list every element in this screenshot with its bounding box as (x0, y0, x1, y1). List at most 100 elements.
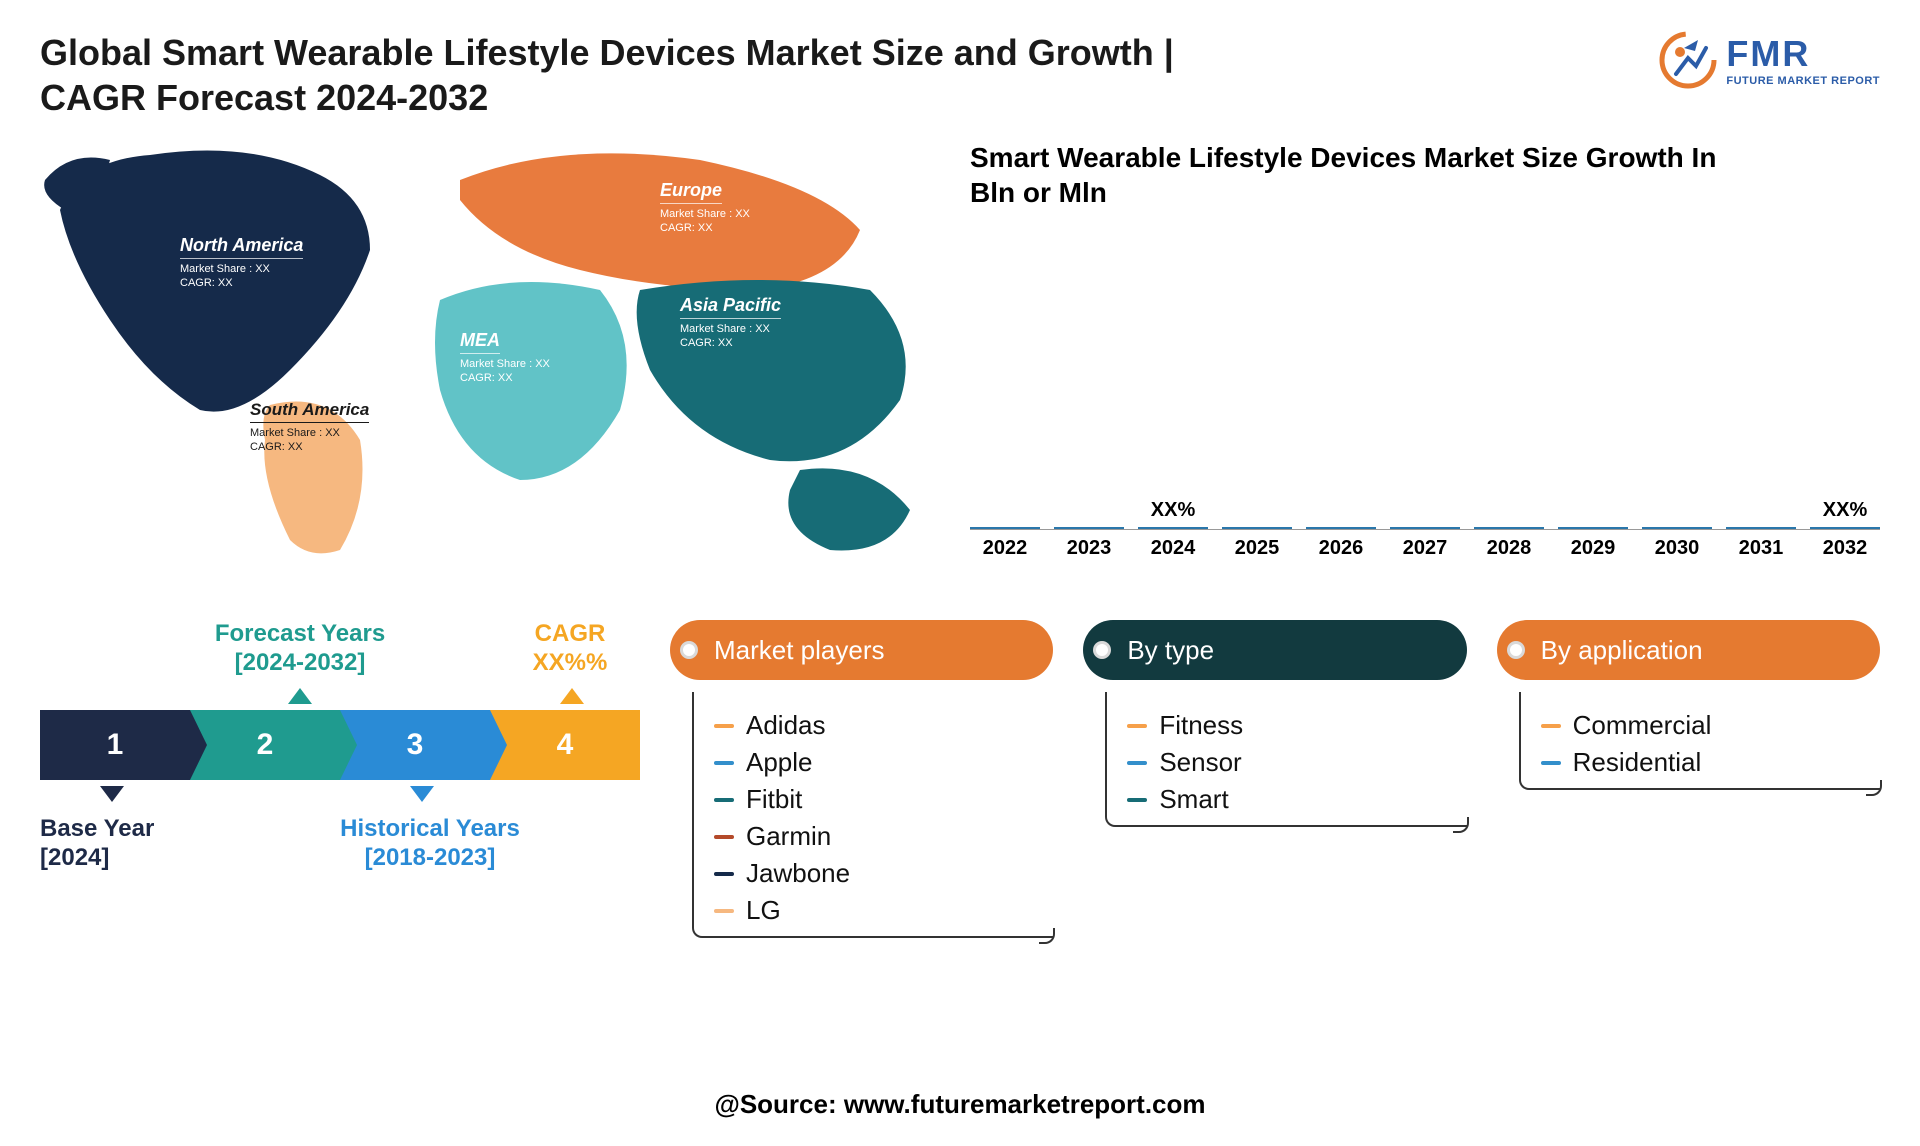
annot-forecast: Forecast Years [2024-2032] (200, 620, 400, 678)
pill-list: Commercial Residential (1519, 692, 1880, 790)
annot-cagr: CAGR XX%% (510, 620, 630, 678)
pill-item-label: Fitness (1159, 710, 1243, 741)
bar-chart: 202220232024XX%2025202620272028202920302… (970, 230, 1880, 530)
logo-text-sub: FUTURE MARKET REPORT (1726, 75, 1880, 87)
tick-icon (714, 835, 734, 839)
bar (1558, 527, 1628, 529)
bar-year-label: 2030 (1655, 537, 1700, 560)
bar-annotation: XX% (1151, 499, 1195, 522)
world-map: North America Market Share : XX CAGR: XX… (40, 140, 940, 560)
tick-icon (1127, 798, 1147, 802)
tick-icon (1541, 724, 1561, 728)
bar (1054, 527, 1124, 529)
growth-chart: Smart Wearable Lifestyle Devices Market … (970, 140, 1880, 560)
pill-title: Market players (714, 635, 885, 666)
pill-item-label: Smart (1159, 784, 1228, 815)
pill-title: By type (1127, 635, 1214, 666)
bar (970, 527, 1040, 529)
page-title: Global Smart Wearable Lifestyle Devices … (40, 30, 1220, 120)
pill-item-label: Residential (1573, 747, 1702, 778)
bar-col: 2022 (970, 527, 1040, 529)
pill-item-label: Sensor (1159, 747, 1241, 778)
pill-header: By type (1083, 620, 1466, 680)
pill-by-application: By application Commercial Residential (1497, 620, 1880, 938)
pill-item: Fitbit (714, 784, 1053, 815)
pill-item-label: Garmin (746, 821, 831, 852)
pill-item-label: Adidas (746, 710, 826, 741)
bar (1306, 527, 1376, 529)
bar-col: 2025 (1222, 527, 1292, 529)
bar-year-label: 2031 (1739, 537, 1784, 560)
arrow-cagr (560, 688, 584, 704)
pill-item: Fitness (1127, 710, 1466, 741)
pill-item-label: Commercial (1573, 710, 1712, 741)
bar (1642, 527, 1712, 529)
pill-list: Fitness Sensor Smart (1105, 692, 1466, 827)
pill-dot-icon (1507, 641, 1525, 659)
pill-header: Market players (670, 620, 1053, 680)
bar-col: 2030 (1642, 527, 1712, 529)
fmr-logo: FMR FUTURE MARKET REPORT (1658, 30, 1880, 90)
chart-title: Smart Wearable Lifestyle Devices Market … (970, 140, 1880, 210)
pill-item: Jawbone (714, 858, 1053, 889)
pill-item: LG (714, 895, 1053, 926)
pill-item: Smart (1127, 784, 1466, 815)
arrow-forecast (288, 688, 312, 704)
tick-icon (714, 761, 734, 765)
bar-year-label: 2029 (1571, 537, 1616, 560)
pill-dot-icon (1093, 641, 1111, 659)
bar-year-label: 2024 (1151, 537, 1196, 560)
pill-item-label: Apple (746, 747, 813, 778)
arrow-historical (410, 786, 434, 802)
bar-col: 2023 (1054, 527, 1124, 529)
pill-list: Adidas Apple Fitbit Garmin Jawbone LG (692, 692, 1053, 938)
pill-item: Adidas (714, 710, 1053, 741)
bar-year-label: 2022 (983, 537, 1028, 560)
bar-col: 2031 (1726, 527, 1796, 529)
timeline-segment: 2 (190, 710, 340, 780)
pill-item: Sensor (1127, 747, 1466, 778)
tick-icon (714, 872, 734, 876)
bar (1390, 527, 1460, 529)
bar-year-label: 2032 (1823, 537, 1868, 560)
timeline: Forecast Years [2024-2032] CAGR XX%% 123… (40, 620, 640, 938)
bar-annotation: XX% (1823, 499, 1867, 522)
bar-year-label: 2026 (1319, 537, 1364, 560)
timeline-segment: 1 (40, 710, 190, 780)
annot-historical: Historical Years [2018-2023] (320, 815, 540, 873)
label-north-america: North America Market Share : XX CAGR: XX (180, 235, 303, 291)
tick-icon (714, 909, 734, 913)
bar (1810, 527, 1880, 529)
label-asia-pacific: Asia Pacific Market Share : XX CAGR: XX (680, 295, 781, 351)
bar-col: 2026 (1306, 527, 1376, 529)
label-mea: MEA Market Share : XX CAGR: XX (460, 330, 550, 386)
label-europe: Europe Market Share : XX CAGR: XX (660, 180, 750, 236)
bar (1726, 527, 1796, 529)
bar-year-label: 2023 (1067, 537, 1112, 560)
bar-year-label: 2028 (1487, 537, 1532, 560)
pill-item-label: Fitbit (746, 784, 802, 815)
pill-market-players: Market players Adidas Apple Fitbit Garmin Jaw… (670, 620, 1053, 938)
top-row: North America Market Share : XX CAGR: XX… (40, 140, 1880, 560)
source-line: @Source: www.futuremarketreport.com (714, 1089, 1205, 1120)
annot-base: Base Year [2024] (40, 815, 200, 873)
bottom-row: Forecast Years [2024-2032] CAGR XX%% 123… (40, 620, 1880, 938)
header: Global Smart Wearable Lifestyle Devices … (40, 30, 1880, 120)
bar (1138, 527, 1208, 529)
arrow-base (100, 786, 124, 802)
tick-icon (714, 724, 734, 728)
bar (1474, 527, 1544, 529)
pill-item-label: Jawbone (746, 858, 850, 889)
bar (1222, 527, 1292, 529)
bar-col: 2032XX% (1810, 527, 1880, 529)
label-south-america: South America Market Share : XX CAGR: XX (250, 400, 369, 455)
pill-header: By application (1497, 620, 1880, 680)
tick-icon (714, 798, 734, 802)
pill-item: Garmin (714, 821, 1053, 852)
bar-col: 2028 (1474, 527, 1544, 529)
pill-item-label: LG (746, 895, 781, 926)
bar-col: 2024XX% (1138, 527, 1208, 529)
timeline-segment: 3 (340, 710, 490, 780)
logo-icon (1658, 30, 1718, 90)
bar-col: 2029 (1558, 527, 1628, 529)
